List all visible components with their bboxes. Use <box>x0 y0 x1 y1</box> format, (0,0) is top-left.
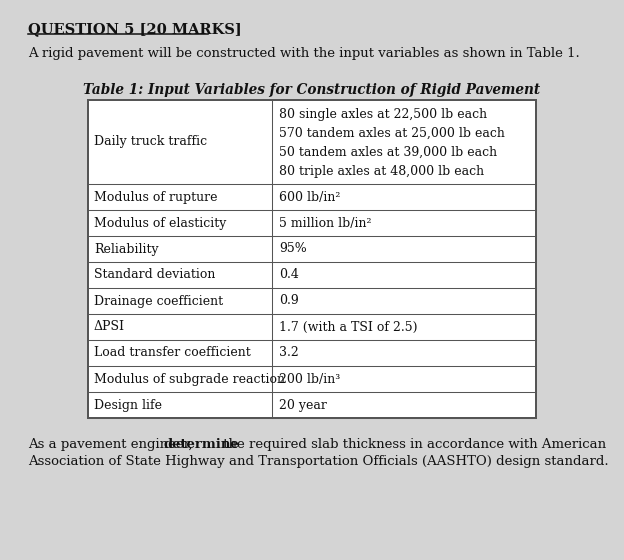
Text: 200 lb/in³: 200 lb/in³ <box>279 372 340 385</box>
Text: 0.4: 0.4 <box>279 268 299 282</box>
Text: 3.2: 3.2 <box>279 347 299 360</box>
Text: Load transfer coefficient: Load transfer coefficient <box>94 347 251 360</box>
Text: Reliability: Reliability <box>94 242 158 255</box>
Text: 600 lb/in²: 600 lb/in² <box>279 190 340 203</box>
Text: Modulus of rupture: Modulus of rupture <box>94 190 218 203</box>
Text: Modulus of subgrade reaction: Modulus of subgrade reaction <box>94 372 285 385</box>
Text: Table 1: Input Variables for Construction of Rigid Pavement: Table 1: Input Variables for Constructio… <box>84 83 540 97</box>
Text: 0.9: 0.9 <box>279 295 299 307</box>
Text: ΔPSI: ΔPSI <box>94 320 125 334</box>
Text: Modulus of elasticity: Modulus of elasticity <box>94 217 227 230</box>
Text: 1.7 (with a TSI of 2.5): 1.7 (with a TSI of 2.5) <box>279 320 417 334</box>
Text: Design life: Design life <box>94 399 162 412</box>
Text: 95%: 95% <box>279 242 307 255</box>
Text: As a pavement engineer,: As a pavement engineer, <box>28 438 197 451</box>
Text: QUESTION 5 [20 MARKS]: QUESTION 5 [20 MARKS] <box>28 22 241 36</box>
Text: 80 single axles at 22,500 lb each: 80 single axles at 22,500 lb each <box>279 108 487 121</box>
Text: the required slab thickness in accordance with American: the required slab thickness in accordanc… <box>219 438 606 451</box>
Text: Association of State Highway and Transportation Officials (AASHTO) design standa: Association of State Highway and Transpo… <box>28 455 608 468</box>
FancyBboxPatch shape <box>88 100 536 418</box>
Text: Standard deviation: Standard deviation <box>94 268 215 282</box>
Text: 50 tandem axles at 39,000 lb each: 50 tandem axles at 39,000 lb each <box>279 146 497 159</box>
Text: 570 tandem axles at 25,000 lb each: 570 tandem axles at 25,000 lb each <box>279 127 505 140</box>
Text: 5 million lb/in²: 5 million lb/in² <box>279 217 371 230</box>
Text: Drainage coefficient: Drainage coefficient <box>94 295 223 307</box>
Text: determine: determine <box>164 438 240 451</box>
Text: A rigid pavement will be constructed with the input variables as shown in Table : A rigid pavement will be constructed wit… <box>28 47 580 60</box>
Text: 80 triple axles at 48,000 lb each: 80 triple axles at 48,000 lb each <box>279 165 484 178</box>
Text: 20 year: 20 year <box>279 399 327 412</box>
Text: Daily truck traffic: Daily truck traffic <box>94 136 207 148</box>
